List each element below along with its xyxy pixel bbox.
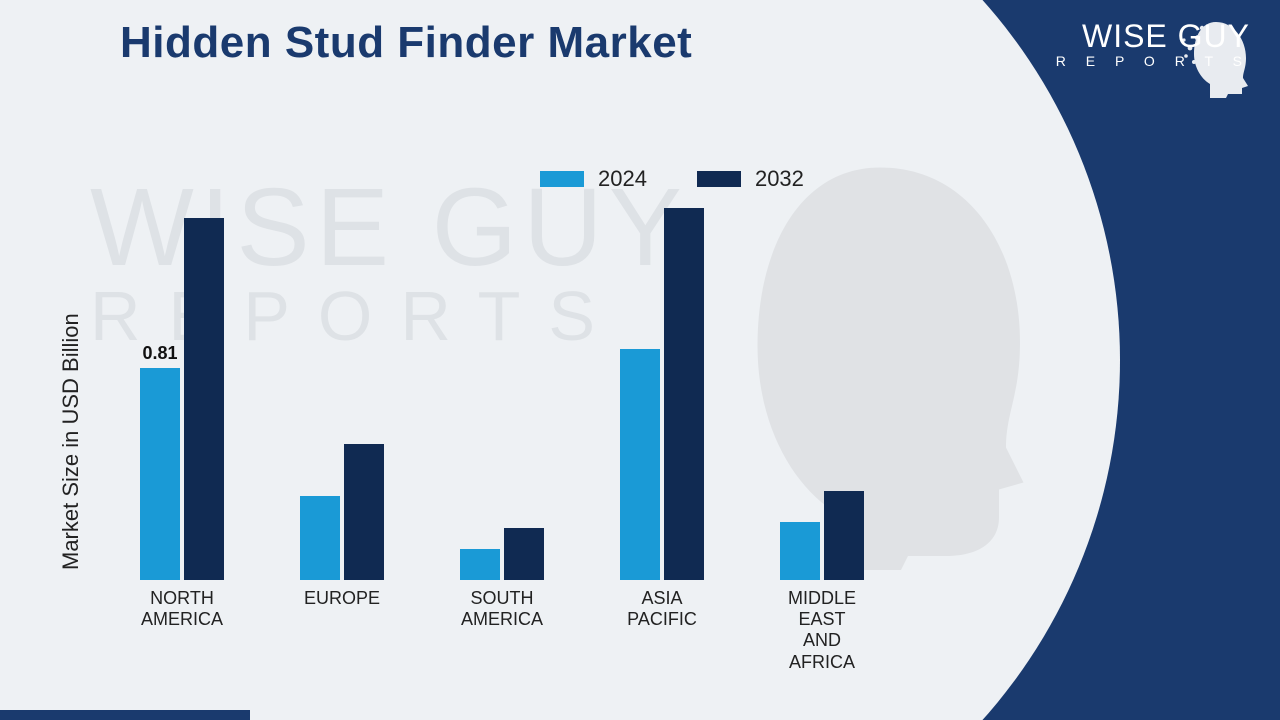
bar-2032-south_america bbox=[504, 528, 544, 580]
legend-swatch-2032 bbox=[697, 171, 741, 187]
chart-title: Hidden Stud Finder Market bbox=[120, 18, 692, 68]
bar-2032-meafrica bbox=[824, 491, 864, 580]
chart-stage: WISE GUY REPORTS Hidden Stud Finder Mark… bbox=[0, 0, 1280, 720]
legend-swatch-2024 bbox=[540, 171, 584, 187]
legend-item-2024: 2024 bbox=[540, 166, 647, 192]
bar-2024-south_america bbox=[460, 549, 500, 580]
category-label-europe: EUROPE bbox=[272, 588, 412, 609]
bar-2032-north_america bbox=[184, 218, 224, 580]
bottom-accent-bar bbox=[0, 710, 250, 720]
plot-area: 0.81 bbox=[120, 200, 950, 580]
legend-label-2024: 2024 bbox=[598, 166, 647, 192]
bar-value-label: 0.81 bbox=[130, 343, 190, 364]
brand-head-icon bbox=[1172, 18, 1252, 98]
y-axis-label: Market Size in USD Billion bbox=[58, 313, 84, 570]
category-label-asia_pacific: ASIAPACIFIC bbox=[592, 588, 732, 630]
bar-2032-asia_pacific bbox=[664, 208, 704, 580]
category-label-meafrica: MIDDLEEASTANDAFRICA bbox=[752, 588, 892, 673]
bar-2024-asia_pacific bbox=[620, 349, 660, 580]
category-label-north_america: NORTHAMERICA bbox=[112, 588, 252, 630]
legend: 2024 2032 bbox=[540, 166, 804, 192]
category-label-south_america: SOUTHAMERICA bbox=[432, 588, 572, 630]
bar-2032-europe bbox=[344, 444, 384, 580]
bar-2024-meafrica bbox=[780, 522, 820, 580]
bar-2024-europe bbox=[300, 496, 340, 580]
legend-item-2032: 2032 bbox=[697, 166, 804, 192]
bar-2024-north_america bbox=[140, 368, 180, 580]
legend-label-2032: 2032 bbox=[755, 166, 804, 192]
